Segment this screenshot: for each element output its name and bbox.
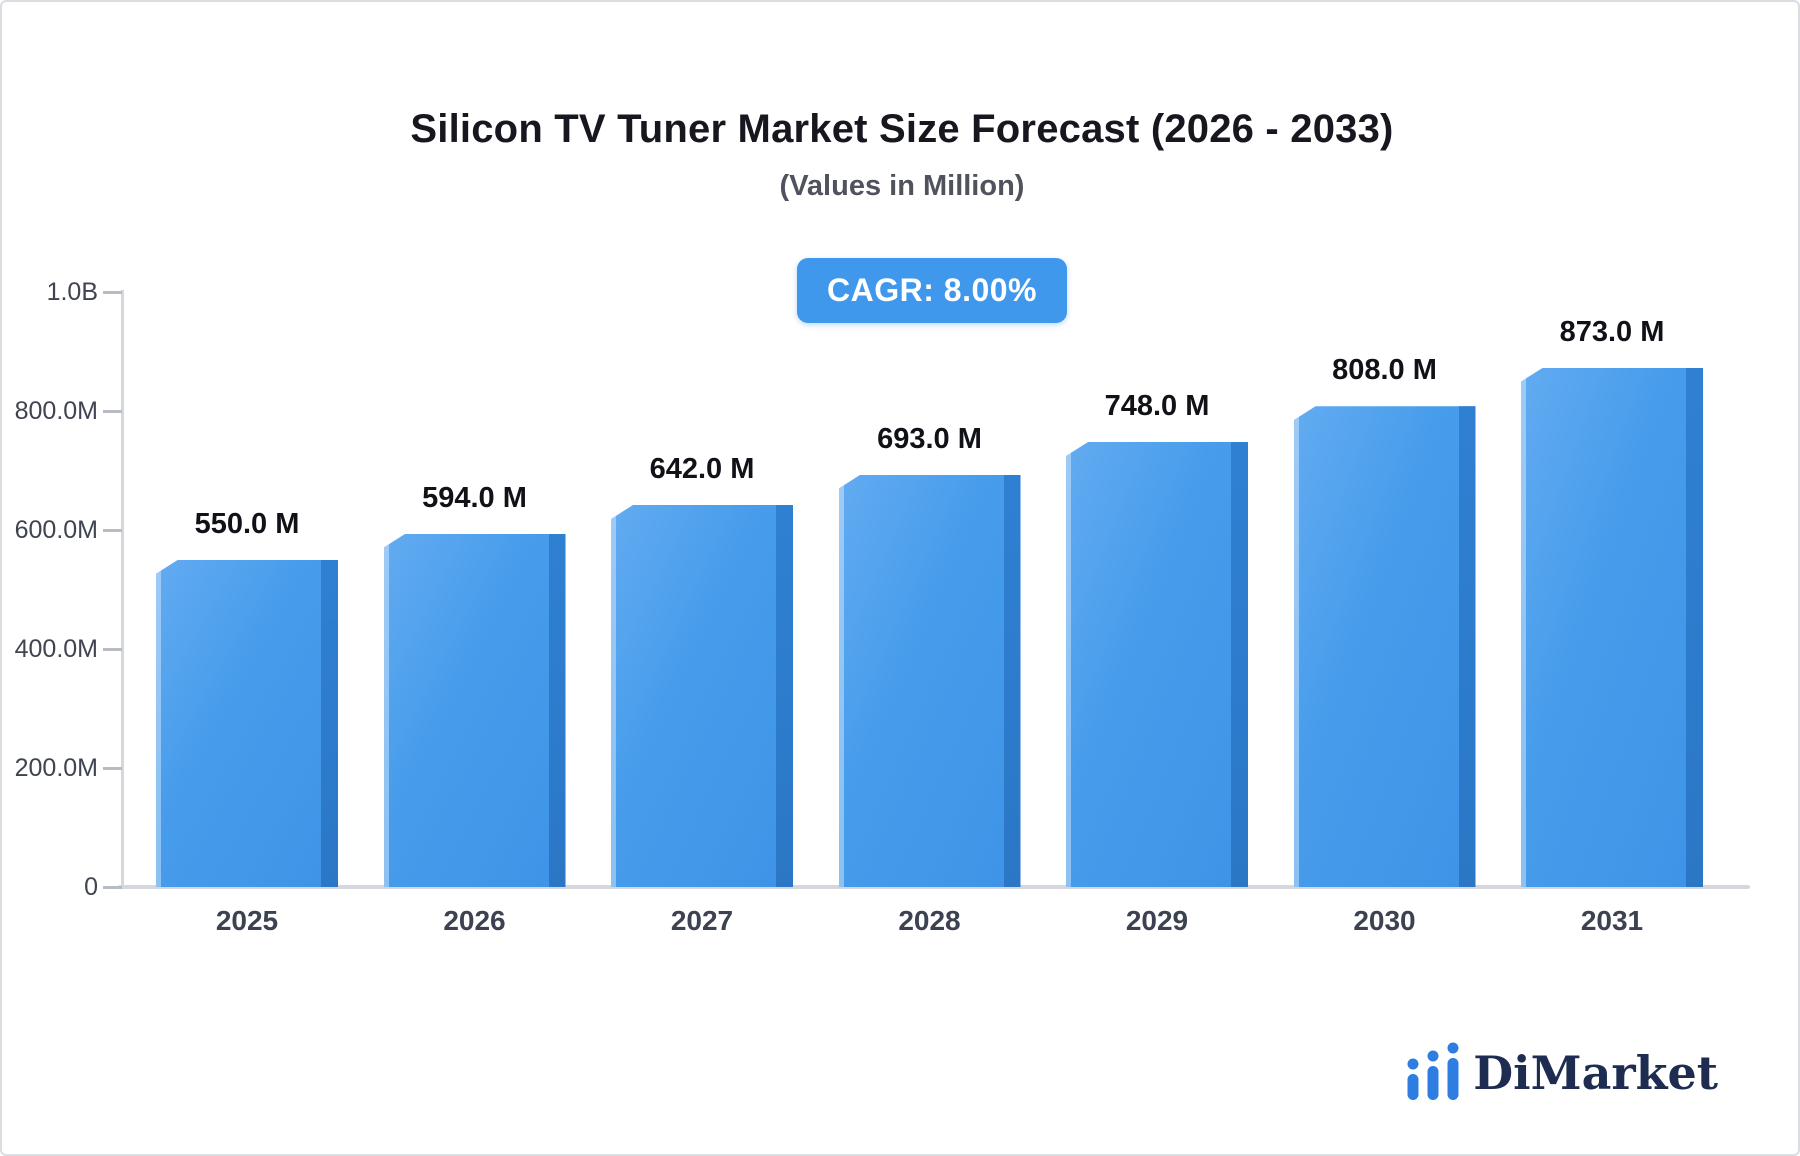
chart-subtitle: (Values in Million) bbox=[779, 170, 1025, 202]
bar bbox=[383, 533, 566, 887]
y-tick bbox=[103, 647, 122, 651]
bar-value-label: 808.0 M bbox=[1332, 354, 1437, 387]
y-axis-line bbox=[121, 290, 124, 888]
x-category-label: 2029 bbox=[1125, 905, 1189, 936]
bar bbox=[838, 474, 1021, 887]
bar-value-label: 550.0 M bbox=[194, 507, 300, 540]
bar bbox=[1066, 441, 1248, 887]
bar bbox=[1521, 367, 1703, 887]
bar-value-label: 693.0 M bbox=[877, 422, 982, 455]
bar-value-label: 642.0 M bbox=[649, 453, 755, 485]
bar bbox=[611, 505, 793, 887]
dimarket-logo-text: DiMarket bbox=[1473, 1045, 1718, 1100]
y-tick bbox=[103, 885, 122, 889]
bar bbox=[1293, 406, 1476, 887]
x-category-label: 2026 bbox=[443, 905, 506, 936]
dimarket-logo: DiMarket bbox=[1405, 1040, 1718, 1105]
y-tick bbox=[103, 766, 122, 770]
x-category-label: 2031 bbox=[1580, 905, 1644, 936]
y-tick bbox=[103, 290, 122, 294]
y-tick-label: 400.0M bbox=[14, 635, 98, 663]
y-tick bbox=[103, 528, 122, 532]
x-category-label: 2028 bbox=[898, 905, 961, 936]
y-tick bbox=[103, 409, 122, 413]
bar-chart-icon bbox=[1405, 1040, 1461, 1105]
y-tick-label: 1.0B bbox=[46, 278, 98, 306]
y-tick-label: 800.0M bbox=[14, 397, 98, 425]
y-tick-label: 600.0M bbox=[14, 516, 98, 544]
y-tick-label: 0 bbox=[84, 873, 98, 901]
bar-value-label: 748.0 M bbox=[1104, 389, 1210, 422]
x-axis-line bbox=[118, 885, 1750, 889]
bar-value-label: 594.0 M bbox=[422, 481, 527, 514]
y-tick-label: 200.0M bbox=[14, 754, 98, 782]
x-category-label: 2027 bbox=[670, 905, 734, 936]
chart-title: Silicon TV Tuner Market Size Forecast (2… bbox=[410, 107, 1394, 151]
bar-value-label: 873.0 M bbox=[1559, 315, 1665, 348]
x-category-label: 2030 bbox=[1353, 905, 1416, 936]
bar bbox=[156, 559, 338, 887]
x-category-label: 2025 bbox=[215, 905, 279, 936]
cagr-badge: CAGR: 8.00% bbox=[797, 258, 1067, 323]
